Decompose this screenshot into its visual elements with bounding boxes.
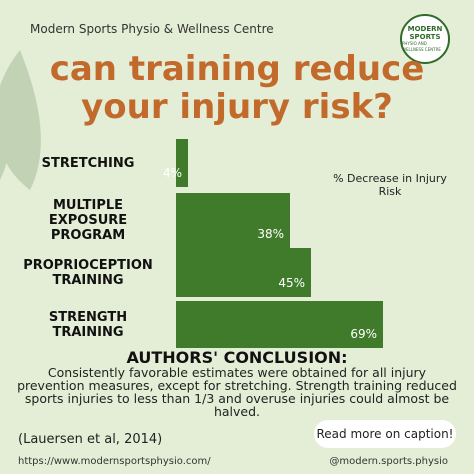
category-label-3: STRENGTH TRAINING bbox=[8, 310, 168, 340]
title-line-2: your injury risk? bbox=[81, 87, 393, 127]
category-label-0: STRETCHING bbox=[8, 156, 168, 171]
bar-value-label-1: 38% bbox=[257, 227, 284, 241]
citation: (Lauersen et al, 2014) bbox=[18, 432, 163, 447]
category-label-line: STRENGTH bbox=[48, 309, 128, 325]
logo-text-line3: PHYSIO AND WELLNESS CENTRE bbox=[402, 41, 441, 52]
category-label-line: TRAINING bbox=[52, 324, 124, 340]
social-handle: @modern.sports.physio bbox=[329, 456, 448, 467]
leaf-decoration bbox=[0, 50, 41, 190]
website-link[interactable]: https://www.modernsportsphysio.com/ bbox=[18, 456, 211, 467]
logo-text-line1: MODERN bbox=[407, 25, 443, 33]
title-line-1: can training reduce bbox=[49, 49, 425, 89]
category-label-line: TRAINING bbox=[52, 272, 124, 288]
read-more-caption-button[interactable]: Read more on caption! bbox=[314, 420, 456, 448]
category-label-line: PROPRIOCEPTION bbox=[23, 257, 153, 273]
category-label-2: PROPRIOCEPTION TRAINING bbox=[8, 258, 168, 288]
category-label-1: MULTIPLE EXPOSURE PROGRAM bbox=[8, 198, 168, 243]
category-label-line: MULTIPLE bbox=[52, 198, 124, 213]
bar-1 bbox=[176, 193, 290, 248]
bar-2 bbox=[176, 248, 311, 297]
category-label-line: EXPOSURE bbox=[48, 213, 128, 228]
category-label-line: PROGRAM bbox=[50, 228, 126, 243]
clinic-logo: MODERN SPORTS PHYSIO AND WELLNESS CENTRE bbox=[400, 14, 450, 64]
conclusion-body: Consistently favorable estimates were ob… bbox=[17, 365, 457, 419]
bar-3 bbox=[176, 301, 383, 348]
logo-text-line2: SPORTS bbox=[409, 33, 441, 41]
category-label-line: STRETCHING bbox=[41, 155, 135, 171]
clinic-name: Modern Sports Physio & Wellness Centre bbox=[30, 22, 274, 36]
bar-value-label-3: 69% bbox=[350, 327, 377, 341]
bar-value-label-0: 4% bbox=[163, 166, 182, 180]
bar-0 bbox=[176, 139, 188, 187]
bar-value-label-2: 45% bbox=[278, 276, 305, 290]
conclusion-title: AUTHORS' CONCLUSION: bbox=[126, 348, 348, 367]
chart-legend: % Decrease in Injury Risk bbox=[333, 172, 447, 198]
